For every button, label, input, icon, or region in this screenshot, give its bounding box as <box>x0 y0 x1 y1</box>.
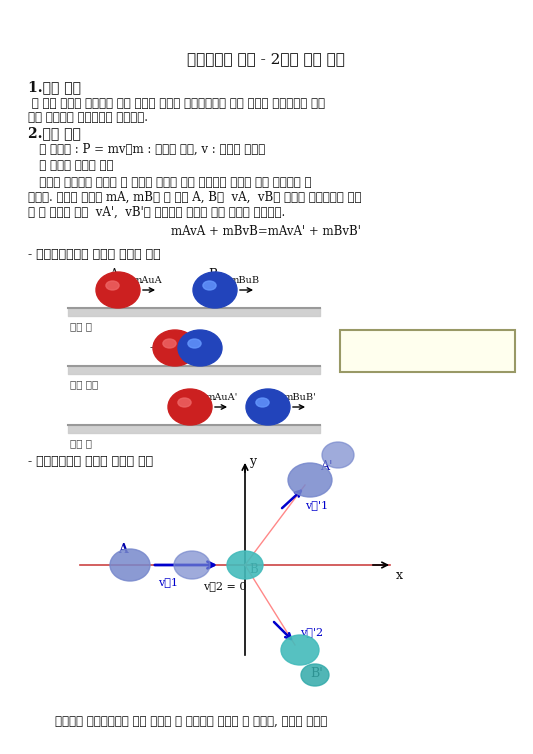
Text: - 일직선상에서의 충돌과 운동량 보존: - 일직선상에서의 충돌과 운동량 보존 <box>28 248 160 261</box>
Ellipse shape <box>96 272 140 308</box>
Ellipse shape <box>106 281 119 290</box>
Ellipse shape <box>188 339 201 348</box>
Ellipse shape <box>193 272 237 308</box>
Ellipse shape <box>281 635 319 665</box>
Text: 두 개의 쇠공을 충돌시켜 충돌 전후의 속력을 측정함으로서 충돌 전후의 선운동량을 비교: 두 개의 쇠공을 충돌시켜 충돌 전후의 속력을 측정함으로서 충돌 전후의 선… <box>28 97 325 110</box>
Text: mBuB: mBuB <box>230 276 260 285</box>
Text: F: F <box>205 343 212 352</box>
Text: 존된다. 따라서 질량이 mA, mB인 두 물체 A, B가  vA,  vB의 속도로 운동하다가 충돌: 존된다. 따라서 질량이 mA, mB인 두 물체 A, B가 vA, vB의 … <box>28 191 361 204</box>
Text: - 평면상에서의 충돌과 운동량 보존: - 평면상에서의 충돌과 운동량 보존 <box>28 455 153 468</box>
Text: y: y <box>249 455 256 468</box>
Text: A: A <box>118 543 128 556</box>
Text: 일반물리학 실험 - 2차원 충돌 실험: 일반물리학 실험 - 2차원 충돌 실험 <box>187 52 345 66</box>
Ellipse shape <box>163 339 176 348</box>
Ellipse shape <box>322 442 354 468</box>
Text: x: x <box>396 569 403 582</box>
Ellipse shape <box>246 389 290 425</box>
Text: v⃗'1: v⃗'1 <box>305 500 328 510</box>
Text: 충돌 후: 충돌 후 <box>70 439 92 448</box>
Ellipse shape <box>256 398 269 407</box>
Ellipse shape <box>174 551 210 579</box>
Ellipse shape <box>227 551 263 579</box>
Text: B: B <box>208 268 217 281</box>
Text: 충돌 순간: 충돌 순간 <box>70 380 98 389</box>
Ellipse shape <box>301 664 329 686</box>
Text: 2.실험 원리: 2.실험 원리 <box>28 126 81 140</box>
Ellipse shape <box>110 549 150 581</box>
Text: mBuB': mBuB' <box>284 393 317 402</box>
Text: v⃗'2: v⃗'2 <box>300 627 323 637</box>
Text: A: A <box>109 268 118 281</box>
Text: 1.실험 목적: 1.실험 목적 <box>28 80 81 94</box>
Text: B: B <box>249 563 258 576</box>
Text: B': B' <box>310 667 323 680</box>
Text: ※ 운동량 : P = mv（m : 물체의 질량, v : 물체의 속도）: ※ 운동량 : P = mv（m : 물체의 질량, v : 물체의 속도） <box>28 143 265 156</box>
Ellipse shape <box>288 463 332 497</box>
Text: mAuA: mAuA <box>133 276 163 285</box>
Text: -F: -F <box>150 343 160 352</box>
Text: mAuA': mAuA' <box>206 393 238 402</box>
Ellipse shape <box>203 281 216 290</box>
Ellipse shape <box>178 398 191 407</box>
Text: 하여 선운동량 보존법칙을 이해한다.: 하여 선운동량 보존법칙을 이해한다. <box>28 111 148 124</box>
Text: v⃗2 = 0: v⃗2 = 0 <box>203 581 246 591</box>
Ellipse shape <box>178 330 222 366</box>
Text: ※ 운동량 보존의 법칙: ※ 운동량 보존의 법칙 <box>28 159 114 172</box>
Text: 충돌 전: 충돌 전 <box>70 322 92 331</box>
Ellipse shape <box>168 389 212 425</box>
Text: A': A' <box>320 460 333 473</box>
Ellipse shape <box>153 330 197 366</box>
Text: mAvA + mBvB=mAvA' + mBvB': mAvA + mBvB=mAvA' + mBvB' <box>171 225 361 238</box>
Text: 운동량은 벡터량이므로 서로 수직인 두 성분으로 분해할 수 있으며, 각각의 성분은: 운동량은 벡터량이므로 서로 수직인 두 성분으로 분해할 수 있으며, 각각의… <box>55 716 327 729</box>
Text: 외력이 작용하지 않으면 두 물체가 충돌한 전후 운동량의 총합은 항상 일정하게 보: 외력이 작용하지 않으면 두 물체가 충돌한 전후 운동량의 총합은 항상 일정… <box>28 176 311 189</box>
Text: mAuA + mBuB = mAuA' + mBuB': mAuA + mBuB = mAuA' + mBuB' <box>339 340 516 349</box>
Text: 한 후 속도가 각각  vA',  vB'이 되었다면 다음과 같은 관계가 성립한다.: 한 후 속도가 각각 vA', vB'이 되었다면 다음과 같은 관계가 성립한… <box>28 206 285 219</box>
FancyBboxPatch shape <box>340 330 515 372</box>
Text: v⃗1: v⃗1 <box>158 577 178 587</box>
